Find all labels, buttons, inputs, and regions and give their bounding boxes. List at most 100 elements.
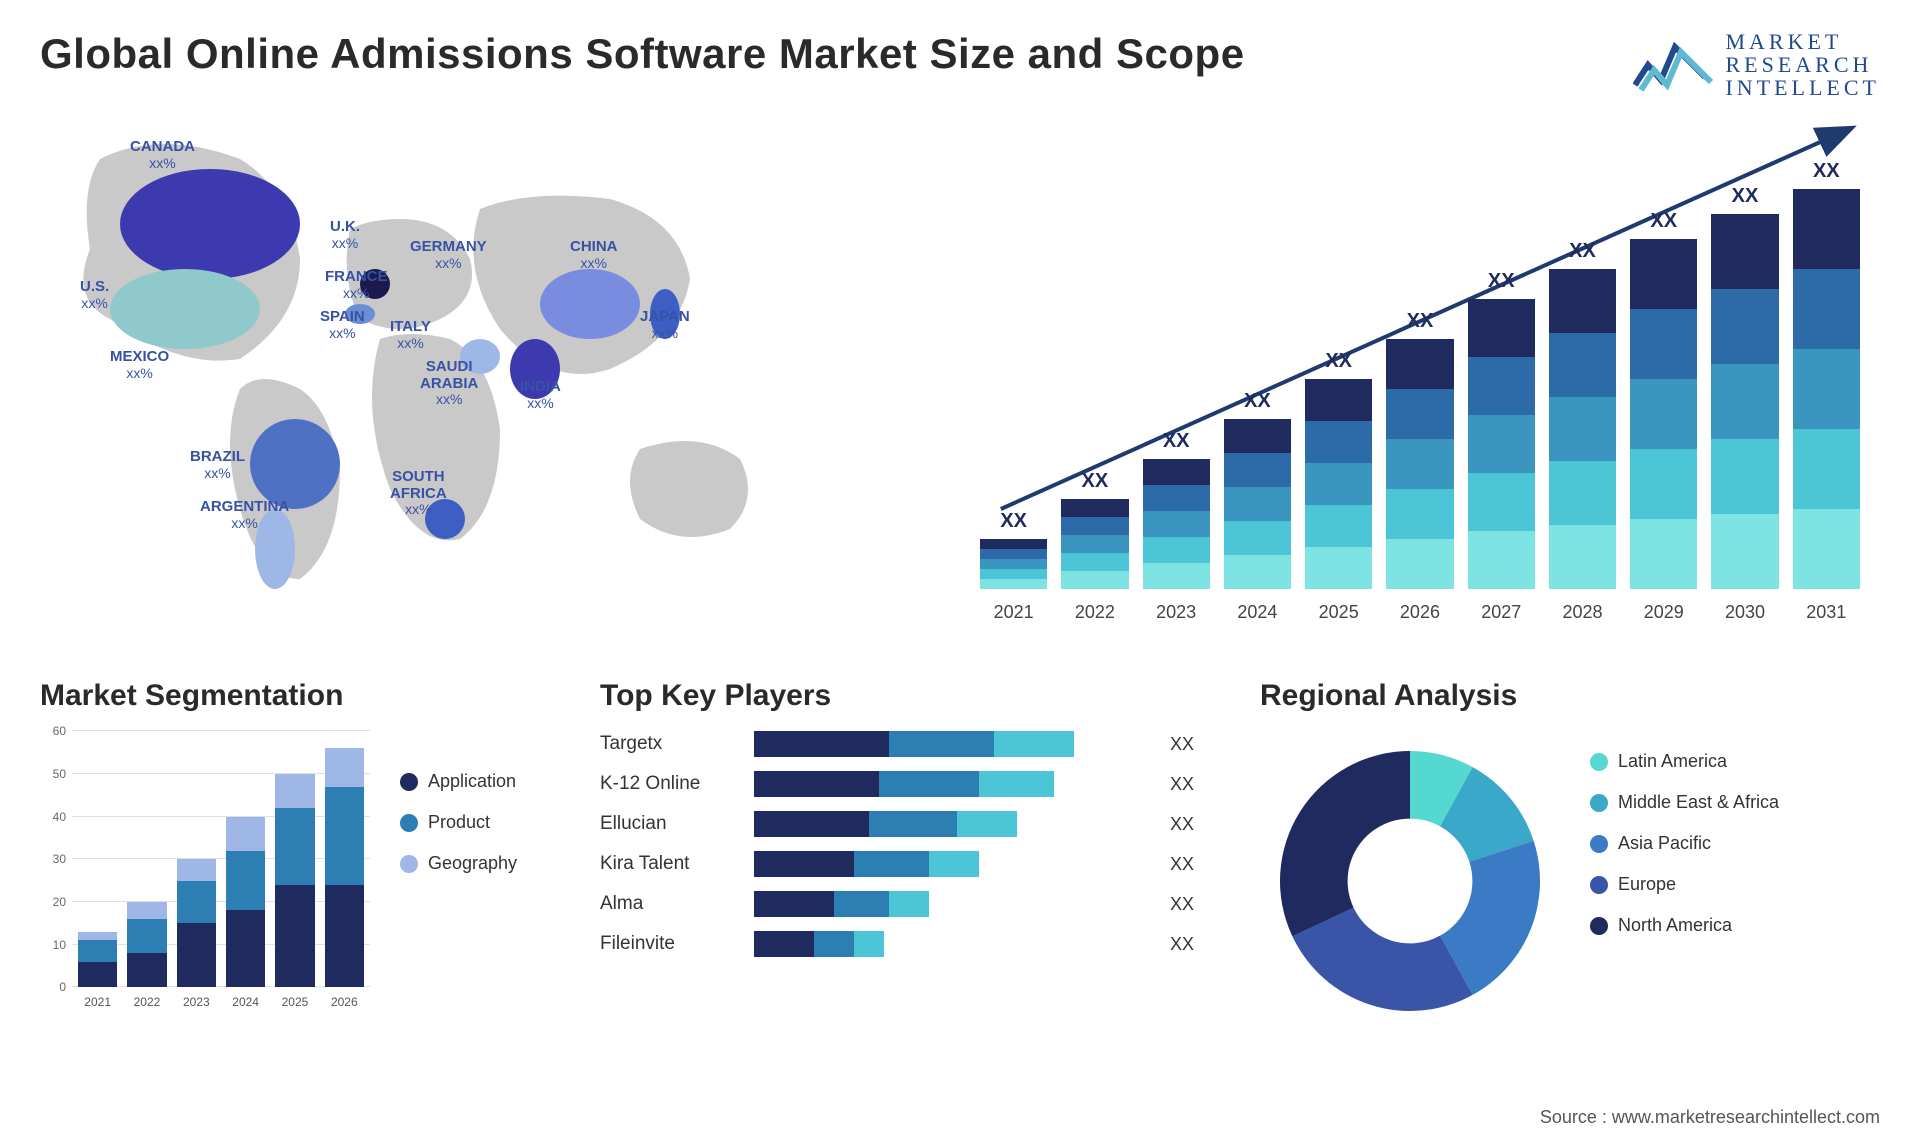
regional-legend-item: Latin America xyxy=(1590,751,1779,772)
map-label-france: FRANCExx% xyxy=(325,269,388,301)
segmentation-chart: 0102030405060 202120222023202420252026 xyxy=(40,731,370,1011)
seg-x-label: 2021 xyxy=(84,995,111,1009)
growth-chart: XX2021XX2022XX2023XX2024XX2025XX2026XX20… xyxy=(960,109,1880,629)
growth-value-label: XX xyxy=(1650,210,1677,233)
seg-bar-2022: 2022 xyxy=(127,731,166,987)
map-label-japan: JAPANxx% xyxy=(640,309,690,341)
growth-bar-2030: XX2030 xyxy=(1711,185,1778,589)
brand-logo: MARKET RESEARCH INTELLECT xyxy=(1633,30,1880,99)
seg-x-label: 2025 xyxy=(282,995,309,1009)
growth-year-label: 2026 xyxy=(1400,602,1440,623)
player-value: XX xyxy=(1170,894,1220,915)
growth-bar-2026: XX2026 xyxy=(1386,310,1453,589)
growth-bar-2027: XX2027 xyxy=(1468,270,1535,589)
players-title: Top Key Players xyxy=(600,679,1220,713)
map-label-canada: CANADAxx% xyxy=(130,139,195,171)
growth-bar-2021: XX2021 xyxy=(980,510,1047,589)
regional-donut xyxy=(1260,731,1560,1031)
logo-line3: INTELLECT xyxy=(1725,76,1880,99)
player-name: Fileinvite xyxy=(600,933,740,955)
seg-y-tick: 10 xyxy=(53,938,66,952)
map-label-saudi-arabia: SAUDIARABIAxx% xyxy=(420,359,478,407)
map-label-u-s-: U.S.xx% xyxy=(80,279,109,311)
growth-bar-2025: XX2025 xyxy=(1305,350,1372,589)
player-name: K-12 Online xyxy=(600,773,740,795)
player-bar xyxy=(754,731,1156,757)
growth-year-label: 2030 xyxy=(1725,602,1765,623)
donut-slice-north-america xyxy=(1280,751,1410,936)
seg-legend-item: Application xyxy=(400,771,517,792)
map-label-u-k-: U.K.xx% xyxy=(330,219,360,251)
map-label-argentina: ARGENTINAxx% xyxy=(200,499,289,531)
map-label-india: INDIAxx% xyxy=(520,379,561,411)
map-label-spain: SPAINxx% xyxy=(320,309,365,341)
seg-x-label: 2026 xyxy=(331,995,358,1009)
source-text: Source : www.marketresearchintellect.com xyxy=(1540,1107,1880,1128)
player-bar xyxy=(754,771,1156,797)
growth-bar-2029: XX2029 xyxy=(1630,210,1697,589)
player-name: Alma xyxy=(600,893,740,915)
seg-bar-2025: 2025 xyxy=(275,731,314,987)
seg-bar-2026: 2026 xyxy=(325,731,364,987)
world-map: CANADAxx% U.S.xx% MEXICOxx% BRAZILxx% ARGENT… xyxy=(40,109,920,629)
growth-year-label: 2021 xyxy=(994,602,1034,623)
growth-value-label: XX xyxy=(1000,510,1027,533)
player-bar xyxy=(754,851,1156,877)
growth-year-label: 2022 xyxy=(1075,602,1115,623)
seg-x-label: 2023 xyxy=(183,995,210,1009)
seg-x-label: 2024 xyxy=(232,995,259,1009)
map-region-us xyxy=(110,269,260,349)
map-label-mexico: MEXICOxx% xyxy=(110,349,169,381)
page-title: Global Online Admissions Software Market… xyxy=(40,30,1245,78)
growth-value-label: XX xyxy=(1488,270,1515,293)
map-label-brazil: BRAZILxx% xyxy=(190,449,245,481)
player-name: Kira Talent xyxy=(600,853,740,875)
seg-x-label: 2022 xyxy=(134,995,161,1009)
player-value: XX xyxy=(1170,734,1220,755)
player-value: XX xyxy=(1170,774,1220,795)
growth-bar-2031: XX2031 xyxy=(1793,160,1860,589)
growth-year-label: 2029 xyxy=(1644,602,1684,623)
player-value: XX xyxy=(1170,934,1220,955)
growth-year-label: 2023 xyxy=(1156,602,1196,623)
growth-bar-2022: XX2022 xyxy=(1061,470,1128,589)
seg-y-tick: 20 xyxy=(53,895,66,909)
growth-value-label: XX xyxy=(1244,390,1271,413)
map-region-brazil xyxy=(250,419,340,509)
map-svg xyxy=(40,109,920,629)
growth-bar-2024: XX2024 xyxy=(1224,390,1291,589)
player-name: Targetx xyxy=(600,733,740,755)
growth-year-label: 2027 xyxy=(1481,602,1521,623)
regional-legend: Latin AmericaMiddle East & AfricaAsia Pa… xyxy=(1590,731,1779,1031)
seg-bar-2024: 2024 xyxy=(226,731,265,987)
seg-legend-item: Geography xyxy=(400,853,517,874)
player-bar xyxy=(754,891,1156,917)
logo-line2: RESEARCH xyxy=(1725,53,1880,76)
map-label-italy: ITALYxx% xyxy=(390,319,431,351)
seg-y-tick: 60 xyxy=(53,724,66,738)
growth-value-label: XX xyxy=(1325,350,1352,373)
player-bar xyxy=(754,931,1156,957)
growth-value-label: XX xyxy=(1569,240,1596,263)
seg-y-tick: 0 xyxy=(59,980,66,994)
growth-bar-2028: XX2028 xyxy=(1549,240,1616,589)
players-chart: Targetx XX K-12 Online XX Ellucian XX Kira Tal… xyxy=(600,731,1220,957)
map-region-canada xyxy=(120,169,300,279)
seg-legend-item: Product xyxy=(400,812,517,833)
growth-year-label: 2028 xyxy=(1562,602,1602,623)
player-value: XX xyxy=(1170,854,1220,875)
regional-legend-item: North America xyxy=(1590,915,1779,936)
regional-title: Regional Analysis xyxy=(1260,679,1779,713)
logo-line1: MARKET xyxy=(1725,30,1880,53)
segmentation-title: Market Segmentation xyxy=(40,679,560,713)
growth-year-label: 2031 xyxy=(1806,602,1846,623)
regional-legend-item: Middle East & Africa xyxy=(1590,792,1779,813)
logo-icon xyxy=(1633,35,1713,95)
seg-bar-2021: 2021 xyxy=(78,731,117,987)
growth-year-label: 2024 xyxy=(1237,602,1277,623)
growth-value-label: XX xyxy=(1407,310,1434,333)
player-bar xyxy=(754,811,1156,837)
player-name: Ellucian xyxy=(600,813,740,835)
growth-value-label: XX xyxy=(1082,470,1109,493)
segmentation-legend: Application Product Geography xyxy=(400,731,517,1011)
